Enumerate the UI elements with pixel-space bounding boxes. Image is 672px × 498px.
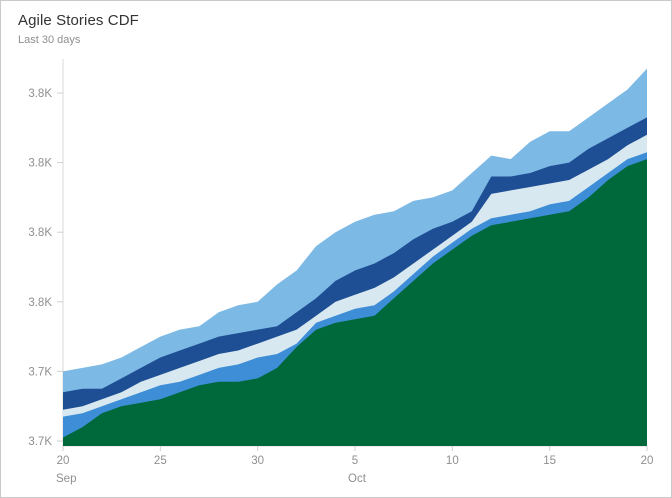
x-axis-label: 20 [641,455,654,467]
y-axis-label: 3.7K [28,436,52,448]
y-axis-label: 3.8K [28,158,52,170]
y-axis-label: 3.7K [28,366,52,378]
x-axis-label: 30 [251,455,264,467]
x-axis-month-label: Oct [348,473,367,485]
y-axis-label: 3.8K [28,297,52,309]
x-axis-month-label: Sep [56,473,76,485]
area-layer-band-green-bottom[interactable] [63,159,647,446]
x-axis-label: 15 [543,455,556,467]
widget-title: Agile Stories CDF [18,12,139,29]
x-axis-label: 25 [154,455,167,467]
x-axis-label: 5 [352,455,358,467]
x-axis-label: 20 [57,455,70,467]
y-axis-label: 3.8K [28,227,52,239]
y-axis-label: 3.8K [28,88,52,100]
x-axis-label: 10 [446,455,459,467]
widget-subtitle: Last 30 days [18,34,81,46]
widget-header: Agile Stories CDF Last 30 days [18,11,139,48]
